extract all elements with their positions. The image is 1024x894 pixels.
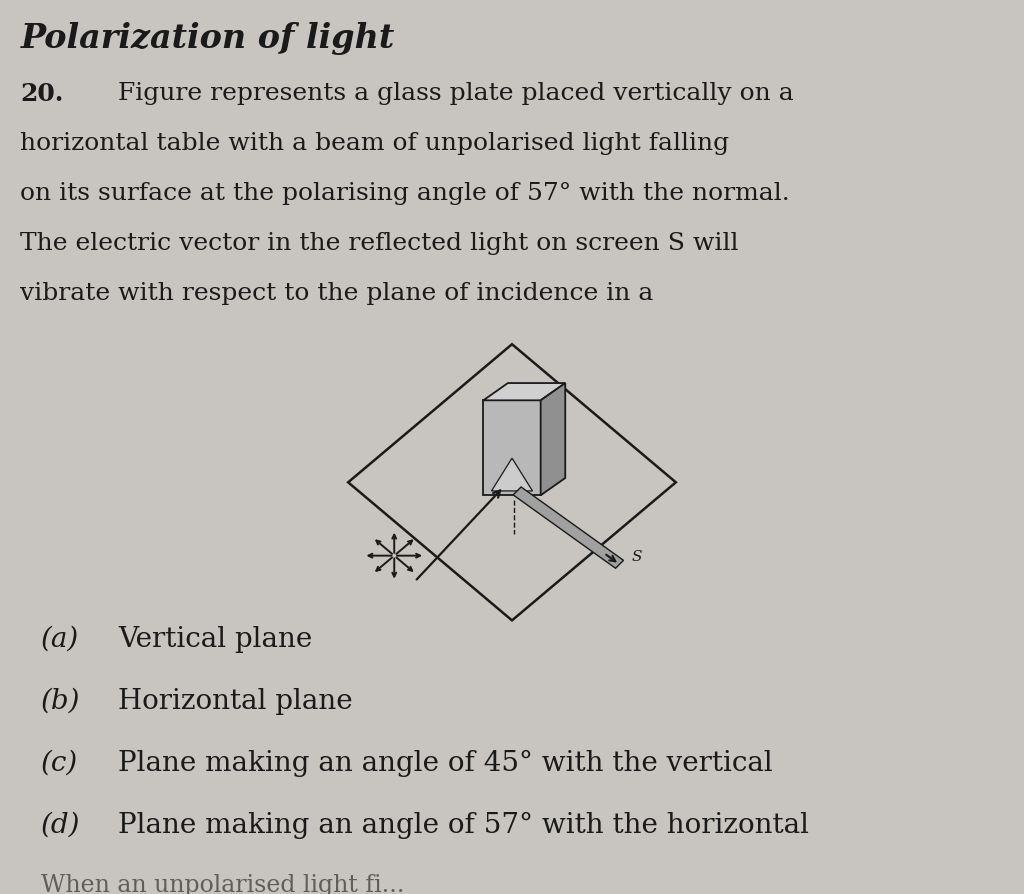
Text: When an unpolarised light fi...: When an unpolarised light fi... — [41, 873, 404, 894]
Text: 20.: 20. — [20, 82, 63, 105]
Text: Horizontal plane: Horizontal plane — [118, 687, 352, 714]
Text: Figure represents a glass plate placed vertically on a: Figure represents a glass plate placed v… — [118, 82, 794, 105]
Polygon shape — [483, 384, 565, 401]
Text: Plane making an angle of 57° with the horizontal: Plane making an angle of 57° with the ho… — [118, 811, 809, 839]
Polygon shape — [513, 487, 624, 569]
Text: Polarization of light: Polarization of light — [20, 21, 394, 55]
Text: on its surface at the polarising angle of 57° with the normal.: on its surface at the polarising angle o… — [20, 181, 791, 205]
Text: horizontal table with a beam of unpolarised light falling: horizontal table with a beam of unpolari… — [20, 132, 730, 155]
Text: (d): (d) — [41, 811, 81, 839]
Text: The electric vector in the reflected light on screen S will: The electric vector in the reflected lig… — [20, 232, 739, 255]
Text: (b): (b) — [41, 687, 81, 714]
Text: S: S — [632, 549, 642, 563]
Polygon shape — [492, 459, 532, 492]
Text: (c): (c) — [41, 749, 78, 776]
Text: Plane making an angle of 45° with the vertical: Plane making an angle of 45° with the ve… — [118, 749, 772, 776]
Text: Vertical plane: Vertical plane — [118, 625, 312, 652]
Text: (a): (a) — [41, 625, 79, 652]
Text: vibrate with respect to the plane of incidence in a: vibrate with respect to the plane of inc… — [20, 282, 654, 305]
Polygon shape — [483, 401, 541, 495]
Polygon shape — [541, 384, 565, 495]
